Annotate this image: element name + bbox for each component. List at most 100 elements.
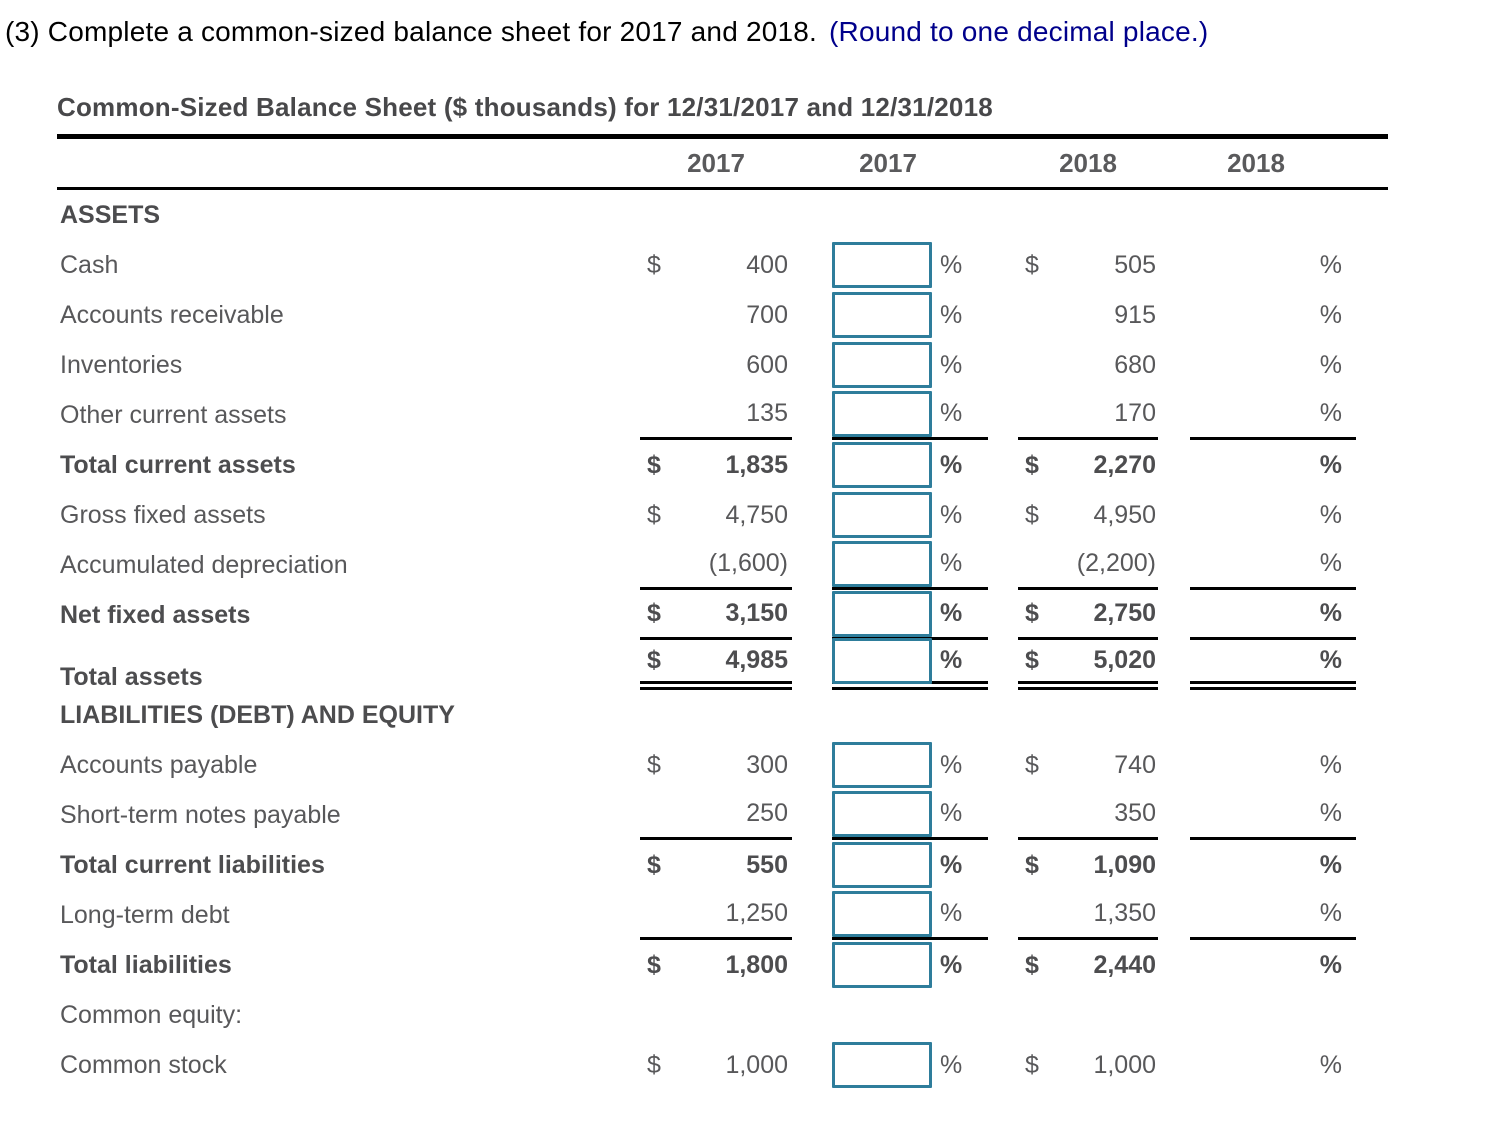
percent-input-2017-gross-fixed-assets[interactable] — [832, 492, 932, 538]
percent-input-2017-common-stock[interactable] — [832, 1042, 932, 1088]
percent-cell-2017: % — [832, 790, 988, 840]
amount-cell-2018: $4,950 — [1018, 490, 1158, 540]
row-label: Accumulated depreciation — [60, 550, 348, 579]
percent-input-2017-total-current-assets[interactable] — [832, 442, 932, 488]
percent-input-2017-total-current-liabilities[interactable] — [832, 842, 932, 888]
row-label: ASSETS — [60, 200, 161, 229]
amount-cell-2018: 680 — [1018, 340, 1158, 390]
percent-cell-2018 — [1190, 690, 1356, 740]
percent-input-2017-inventories[interactable] — [832, 342, 932, 388]
row-label: Long-term debt — [60, 900, 230, 929]
section-header-row: LIABILITIES (DEBT) AND EQUITY — [57, 690, 1388, 740]
column-header-row: 2017 2017 2018 2018 — [57, 139, 1388, 187]
amount-cell-2018: $2,750 — [1018, 590, 1158, 640]
row-label: Total current liabilities — [60, 850, 325, 879]
table-title: Common-Sized Balance Sheet ($ thousands)… — [57, 92, 993, 122]
percent-input-2017-total-liabilities[interactable] — [832, 942, 932, 988]
dollar-sign: $ — [1025, 1050, 1039, 1079]
amount-cell-2017: $300 — [640, 740, 792, 790]
amount-cell-2017: 250 — [640, 790, 792, 840]
percent-input-2017-net-fixed-assets[interactable] — [832, 590, 932, 637]
percent-cell-2017: % — [832, 590, 988, 640]
row-label: Total liabilities — [60, 950, 232, 979]
amount-2017: 550 — [746, 850, 788, 879]
dollar-sign: $ — [1025, 750, 1039, 779]
amount-2018: 170 — [1114, 399, 1156, 427]
dollar-sign: $ — [647, 250, 661, 279]
amount-cell-2017: $4,985 — [640, 640, 792, 690]
amount-2018: 680 — [1114, 350, 1156, 379]
percent-sign: % — [1319, 750, 1342, 779]
percent-cell-2018: % — [1190, 390, 1356, 440]
percent-input-2017-total-assets[interactable] — [832, 637, 932, 684]
column-header-2017-percent: 2017 — [859, 147, 917, 178]
percent-cell-2018: % — [1190, 790, 1356, 840]
percent-cell-2018: % — [1190, 840, 1356, 890]
row-label: Other current assets — [60, 400, 287, 429]
amount-cell-2018 — [1018, 190, 1158, 240]
percent-sign: % — [940, 1050, 963, 1079]
percent-input-2017-short-term-notes-payable[interactable] — [832, 790, 932, 837]
amount-cell-2018: $740 — [1018, 740, 1158, 790]
percent-sign: % — [1319, 1050, 1342, 1079]
row-label: Total assets — [60, 662, 203, 691]
percent-input-2017-other-current-assets[interactable] — [832, 390, 932, 437]
percent-sign: % — [940, 899, 963, 927]
percent-cell-2017 — [832, 690, 988, 740]
amount-2017: (1,600) — [708, 549, 788, 577]
amount-2018: (2,200) — [1076, 549, 1156, 577]
percent-sign: % — [1319, 599, 1342, 627]
amount-cell-2018: 350 — [1018, 790, 1158, 840]
table-row: Total assets $4,985% $5,020% — [57, 637, 1388, 691]
dollar-sign: $ — [1025, 450, 1039, 479]
row-label: Common stock — [60, 1050, 227, 1079]
percent-cell-2017: % — [832, 890, 988, 940]
percent-sign: % — [1319, 646, 1342, 674]
table-row: Long-term debt 1,250% 1,350% — [57, 890, 1388, 940]
amount-2017: 300 — [746, 750, 788, 779]
percent-cell-2017: % — [832, 340, 988, 390]
percent-cell-2017: % — [832, 440, 988, 490]
table-row: Gross fixed assets $4,750% $4,950% — [57, 490, 1388, 540]
amount-cell-2017: 700 — [640, 290, 792, 340]
amount-2017: 250 — [746, 799, 788, 827]
amount-2018: 1,350 — [1093, 899, 1156, 927]
percent-cell-2018: % — [1190, 340, 1356, 390]
dollar-sign: $ — [1025, 646, 1039, 674]
percent-sign: % — [1319, 549, 1342, 577]
percent-input-2017-accounts-receivable[interactable] — [832, 292, 932, 338]
table-row: Accounts payable $300% $740% — [57, 740, 1388, 790]
percent-cell-2018: % — [1190, 590, 1356, 640]
percent-input-2017-accumulated-depreciation[interactable] — [832, 540, 932, 587]
dollar-sign: $ — [647, 646, 661, 674]
row-label: Net fixed assets — [60, 600, 251, 629]
percent-sign: % — [1319, 850, 1342, 879]
dollar-sign: $ — [647, 1050, 661, 1079]
dollar-sign: $ — [647, 950, 661, 979]
percent-cell-2017: % — [832, 637, 988, 690]
column-header-2018-percent: 2018 — [1227, 147, 1285, 178]
percent-sign: % — [940, 549, 963, 577]
amount-2017: 400 — [746, 250, 788, 279]
percent-sign: % — [940, 500, 963, 529]
percent-sign: % — [940, 950, 963, 979]
amount-cell-2017 — [640, 990, 792, 1040]
table-row: Other current assets 135% 170% — [57, 390, 1388, 440]
dollar-sign: $ — [1025, 599, 1039, 627]
amount-2018: 505 — [1114, 250, 1156, 279]
amount-cell-2018: 170 — [1018, 390, 1158, 440]
percent-cell-2017: % — [832, 740, 988, 790]
row-label: Short-term notes payable — [60, 800, 341, 829]
percent-input-2017-long-term-debt[interactable] — [832, 890, 932, 937]
amount-2017: 4,985 — [725, 646, 788, 674]
dollar-sign: $ — [647, 599, 661, 627]
percent-sign: % — [1319, 950, 1342, 979]
amount-cell-2017: $400 — [640, 240, 792, 290]
amount-2017: 1,250 — [725, 899, 788, 927]
table-body: ASSETS Cash $400% $505% Accounts receivable 7… — [57, 190, 1388, 1090]
percent-input-2017-accounts-payable[interactable] — [832, 742, 932, 788]
table-row: Cash $400% $505% — [57, 240, 1388, 290]
amount-2017: 1,800 — [725, 950, 788, 979]
percent-sign: % — [1319, 300, 1342, 329]
percent-input-2017-cash[interactable] — [832, 242, 932, 288]
